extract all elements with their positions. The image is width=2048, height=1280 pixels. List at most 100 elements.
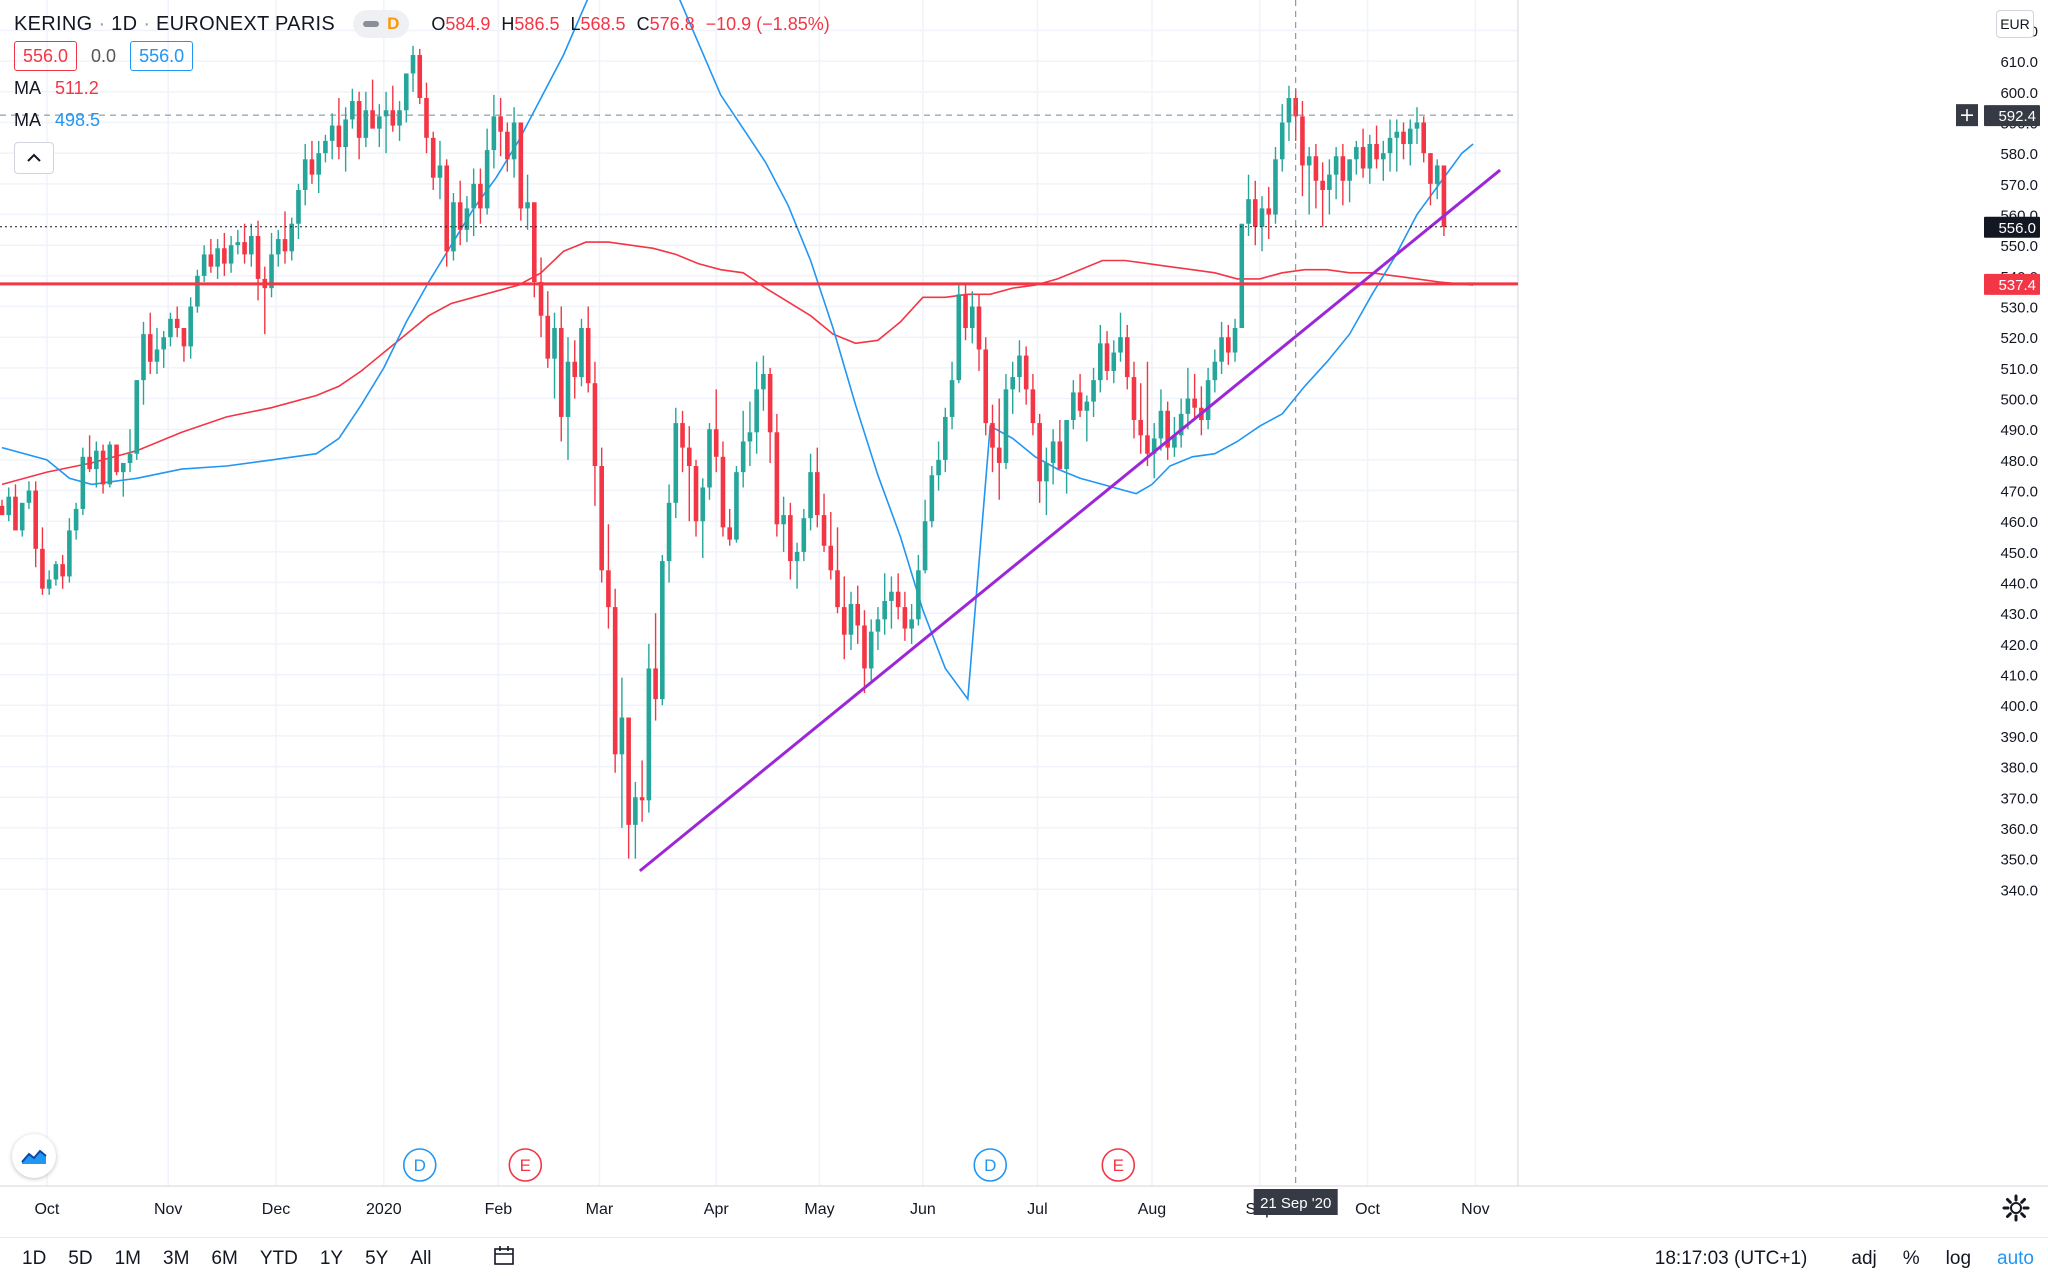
candle[interactable] — [437, 140, 443, 200]
ask-button[interactable]: 556.0 — [130, 41, 194, 71]
candle[interactable] — [774, 413, 780, 537]
candle[interactable] — [1259, 196, 1265, 252]
candle[interactable] — [639, 760, 645, 822]
auto-scale-toggle[interactable]: auto — [1997, 1248, 2034, 1269]
candle[interactable] — [201, 245, 207, 282]
candle[interactable] — [720, 441, 726, 537]
candle[interactable] — [282, 211, 288, 264]
candle[interactable] — [794, 542, 800, 589]
candle[interactable] — [1380, 140, 1386, 181]
candle[interactable] — [1327, 159, 1332, 215]
candle[interactable] — [781, 496, 786, 552]
candle[interactable] — [532, 202, 537, 298]
candle[interactable] — [134, 380, 140, 460]
candle[interactable] — [902, 591, 908, 641]
candle[interactable] — [329, 113, 335, 160]
candle[interactable] — [174, 306, 180, 338]
interval-label[interactable]: 1D — [111, 12, 138, 35]
candle[interactable] — [26, 481, 32, 509]
candle[interactable] — [1111, 340, 1117, 384]
candle[interactable] — [147, 312, 153, 375]
candle[interactable] — [963, 285, 968, 341]
candle[interactable] — [990, 404, 995, 473]
candle[interactable] — [383, 91, 389, 154]
candle[interactable] — [1394, 119, 1400, 172]
candle[interactable] — [356, 91, 362, 160]
candle[interactable] — [471, 168, 476, 236]
candle[interactable] — [478, 168, 483, 224]
candle[interactable] — [228, 235, 234, 273]
candle[interactable] — [1340, 143, 1346, 206]
range-5d-button[interactable]: 5D — [68, 1248, 93, 1269]
adj-toggle[interactable]: adj — [1851, 1248, 1877, 1269]
candle[interactable] — [262, 266, 268, 335]
candle[interactable] — [680, 410, 685, 473]
candle[interactable] — [222, 232, 227, 276]
candle[interactable] — [1037, 413, 1042, 503]
candle[interactable] — [1374, 125, 1379, 169]
percent-toggle[interactable]: % — [1902, 1248, 1920, 1269]
candle[interactable] — [1104, 331, 1110, 381]
candle[interactable] — [215, 239, 220, 279]
candle[interactable] — [168, 312, 173, 347]
candle[interactable] — [1077, 374, 1083, 417]
candle[interactable] — [1205, 367, 1211, 430]
dividend-marker[interactable]: D — [402, 1148, 437, 1182]
candle[interactable] — [1192, 374, 1197, 421]
candle[interactable] — [1286, 85, 1292, 141]
candle[interactable] — [841, 576, 847, 660]
candle[interactable] — [403, 73, 409, 123]
candle[interactable] — [1050, 429, 1056, 485]
settings-gear-icon[interactable] — [2000, 1192, 2032, 1224]
candle[interactable] — [592, 361, 598, 506]
candle[interactable] — [188, 297, 193, 359]
candle[interactable] — [33, 481, 38, 568]
candle[interactable] — [1091, 367, 1096, 417]
candle[interactable] — [1165, 401, 1170, 460]
candle[interactable] — [1044, 447, 1049, 516]
candle[interactable] — [94, 441, 99, 488]
candle[interactable] — [922, 499, 928, 574]
candle[interactable] — [646, 643, 652, 813]
candle[interactable] — [916, 554, 921, 626]
candle[interactable] — [107, 441, 113, 488]
price-chart[interactable]: D E D E 340.0 350.0 360.0 370.0 380.0 390.0 400.0… — [0, 0, 2048, 1238]
candle[interactable] — [1158, 389, 1164, 451]
candle[interactable] — [302, 143, 308, 206]
candle[interactable] — [13, 484, 18, 531]
candle[interactable] — [633, 781, 638, 859]
candle[interactable] — [626, 717, 631, 859]
candle[interactable] — [161, 331, 167, 368]
candle[interactable] — [518, 122, 524, 221]
candle[interactable] — [1071, 380, 1076, 430]
candle[interactable] — [46, 570, 52, 595]
candle[interactable] — [451, 193, 456, 261]
candle[interactable] — [1023, 346, 1029, 405]
candle[interactable] — [100, 444, 106, 494]
candle[interactable] — [1252, 180, 1258, 246]
candle[interactable] — [996, 398, 1002, 500]
candle[interactable] — [377, 104, 382, 148]
candle[interactable] — [323, 134, 328, 163]
candle[interactable] — [660, 554, 665, 706]
range-3m-button[interactable]: 3M — [163, 1248, 190, 1269]
candle[interactable] — [585, 306, 591, 393]
candle[interactable] — [1057, 420, 1063, 470]
candle[interactable] — [336, 97, 342, 160]
candle[interactable] — [943, 407, 948, 473]
currency-label[interactable]: EUR — [1996, 10, 2034, 38]
range-5y-button[interactable]: 5Y — [365, 1248, 389, 1269]
candle[interactable] — [1212, 349, 1218, 393]
candle[interactable] — [740, 410, 746, 488]
candle[interactable] — [60, 554, 65, 589]
candle[interactable] — [1064, 420, 1069, 494]
candle[interactable] — [1266, 186, 1272, 240]
candle[interactable] — [814, 447, 820, 528]
candle[interactable] — [289, 217, 295, 261]
candle[interactable] — [1232, 318, 1238, 362]
candle[interactable] — [275, 229, 281, 267]
candle[interactable] — [19, 502, 25, 537]
add-alert-plus-button[interactable] — [1956, 104, 1978, 127]
delay-pill[interactable]: D — [353, 10, 410, 38]
candle[interactable] — [67, 518, 72, 583]
